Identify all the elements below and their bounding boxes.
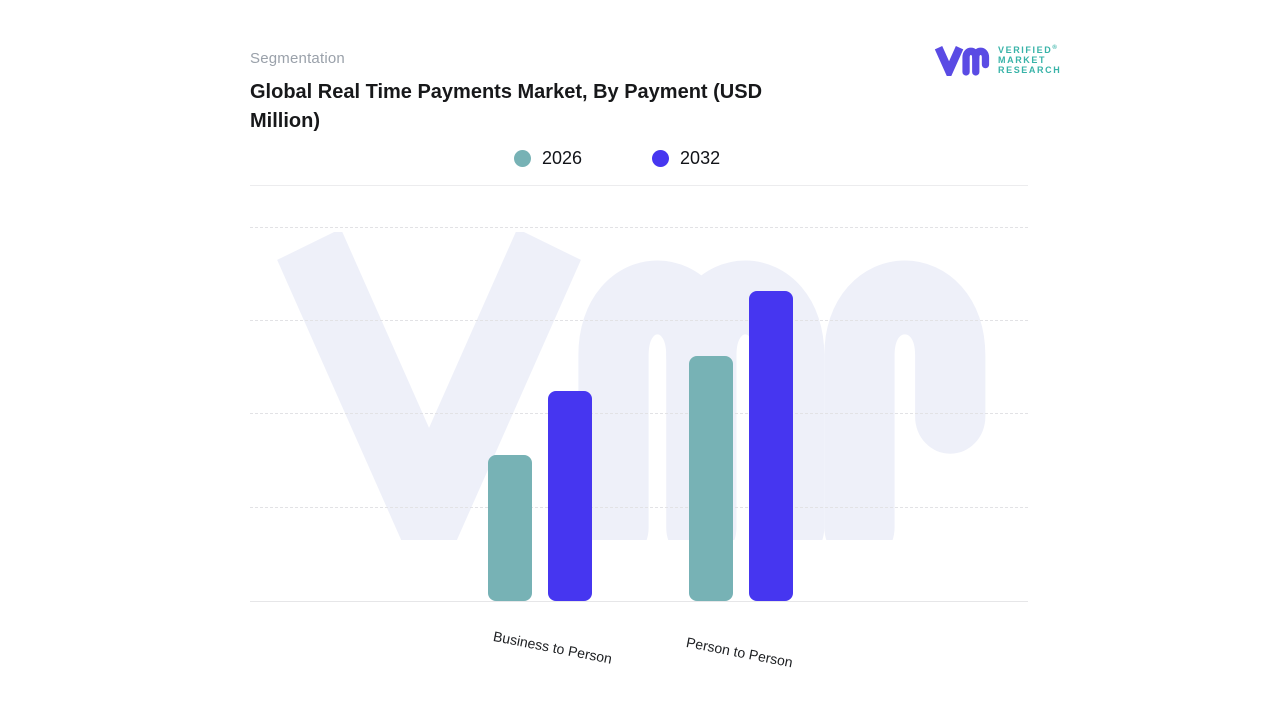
legend-swatch-2026-icon bbox=[514, 150, 531, 167]
registered-symbol: ® bbox=[1052, 45, 1057, 51]
legend-swatch-2032-icon bbox=[652, 150, 670, 167]
segmentation-eyebrow: Segmentation bbox=[250, 50, 345, 67]
brand-word-market: MARKET bbox=[998, 55, 1047, 65]
vmr-logo-mark-icon bbox=[933, 42, 991, 76]
brand-word-research: RESEARCH bbox=[998, 65, 1062, 75]
vmr-watermark-icon bbox=[277, 232, 986, 540]
bar-2026-business-to-person bbox=[488, 455, 532, 601]
legend-label-2032: 2032 bbox=[680, 148, 721, 168]
gridline bbox=[250, 507, 1028, 508]
x-axis-label-person-to-person: Person to Person bbox=[684, 634, 795, 671]
bar-2032-business-to-person bbox=[548, 391, 592, 601]
gridline bbox=[250, 227, 1028, 228]
legend-item-2032[interactable]: 2032 bbox=[652, 148, 720, 169]
gridline bbox=[250, 413, 1028, 414]
vmr-logo: VERIFIED® MARKET RESEARCH bbox=[933, 42, 1061, 76]
bar-2032-person-to-person bbox=[749, 291, 793, 601]
page-title: Global Real Time Payments Market, By Pay… bbox=[250, 81, 763, 132]
gridline bbox=[250, 320, 1028, 321]
bar-2026-person-to-person bbox=[689, 356, 733, 601]
vmr-logo-text: VERIFIED® MARKET RESEARCH bbox=[998, 43, 1061, 75]
x-axis-label-business-to-person: Business to Person bbox=[491, 628, 614, 667]
legend-item-2026[interactable]: 2026 bbox=[514, 148, 582, 169]
bar-chart-plot-area bbox=[250, 185, 1028, 602]
brand-word-verified: VERIFIED bbox=[998, 45, 1053, 55]
legend-label-2026: 2026 bbox=[542, 148, 583, 168]
chart-legend: 2026 2032 bbox=[514, 148, 720, 169]
